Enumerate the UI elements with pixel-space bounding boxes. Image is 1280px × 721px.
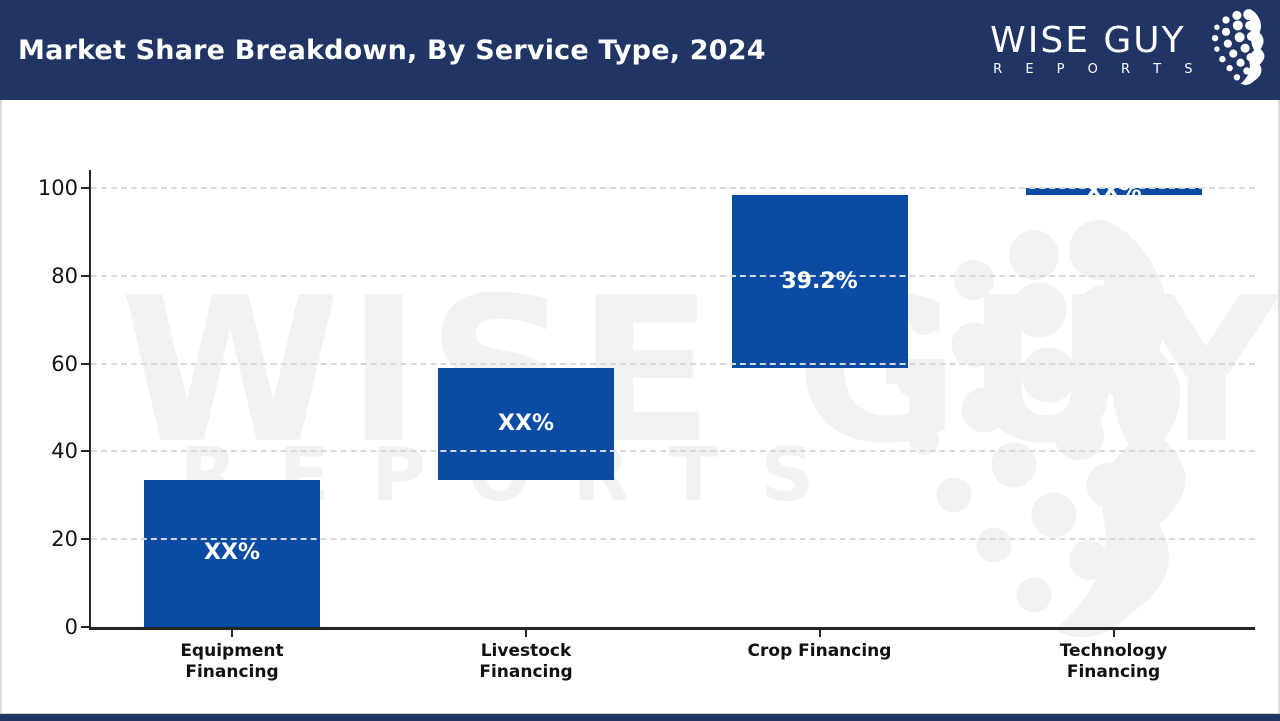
x-category-label-line: Financing bbox=[479, 662, 573, 682]
page-title: Market Share Breakdown, By Service Type,… bbox=[18, 34, 766, 66]
y-gridline bbox=[91, 538, 1255, 541]
logo-wordmark: WISE GUY bbox=[990, 20, 1186, 61]
y-tick-label: 0 bbox=[64, 615, 78, 639]
bar-value-label: XX% bbox=[498, 410, 554, 436]
x-category-label: Livestock Financing bbox=[416, 641, 636, 683]
logo-text: WISE GUY R E P O R T S bbox=[990, 20, 1202, 78]
y-tick-mark bbox=[81, 626, 89, 628]
x-tick-mark bbox=[1112, 630, 1115, 637]
y-gridline bbox=[91, 450, 1255, 453]
bar-crop-financing bbox=[731, 195, 908, 368]
watermark-head-profile-icon bbox=[896, 220, 1186, 638]
header: Market Share Breakdown, By Service Type,… bbox=[0, 0, 1280, 100]
x-category-label-line: Financing bbox=[185, 662, 279, 682]
bar-equipment-financing bbox=[144, 479, 320, 627]
x-category-label-line: Crop Financing bbox=[747, 641, 892, 661]
y-tick-label: 80 bbox=[51, 263, 78, 288]
y-gridline bbox=[91, 274, 1255, 277]
logo-head-profile-icon bbox=[1211, 9, 1265, 85]
bar-chart: 0 20 40 60 80 100 XX% XX% 39.2% XX% Equipment Finan… bbox=[2, 100, 1278, 713]
y-tick-label: 100 bbox=[37, 176, 78, 200]
x-category-label-line: Livestock bbox=[480, 641, 572, 661]
y-axis-line bbox=[89, 170, 91, 630]
y-tick-mark bbox=[81, 450, 89, 453]
wise-guy-logo: WISE GUY R E P O R T S bbox=[990, 8, 1280, 92]
y-tick-mark bbox=[81, 187, 89, 189]
x-tick-mark bbox=[231, 630, 233, 637]
logo-subtitle: R E P O R T S bbox=[993, 62, 1202, 77]
y-tick-mark bbox=[81, 274, 89, 277]
y-tick-mark bbox=[81, 362, 89, 365]
x-category-label-line: Technology bbox=[1059, 641, 1168, 661]
x-category-label-line: Equipment bbox=[180, 641, 284, 661]
bar-livestock-financing bbox=[438, 367, 614, 480]
y-gridline bbox=[91, 187, 1255, 189]
y-tick-label: 40 bbox=[51, 439, 78, 464]
bar-value-label: XX% bbox=[1085, 178, 1142, 204]
y-tick-label: 20 bbox=[51, 527, 78, 552]
x-axis-line bbox=[89, 627, 1255, 630]
x-category-label: Equipment Financing bbox=[122, 641, 342, 683]
x-category-label-line: Financing bbox=[1066, 662, 1161, 682]
bar-value-label: XX% bbox=[204, 540, 260, 566]
footer-bar bbox=[0, 713, 1280, 721]
bar-technology-financing bbox=[1025, 188, 1202, 196]
y-tick-label: 60 bbox=[51, 351, 78, 376]
y-tick-mark bbox=[81, 538, 89, 541]
y-gridline bbox=[91, 362, 1255, 365]
x-tick-mark bbox=[818, 630, 821, 637]
x-category-label: Technology Financing bbox=[1004, 641, 1224, 683]
x-category-label: Crop Financing bbox=[710, 641, 930, 662]
x-tick-mark bbox=[525, 630, 527, 637]
bar-value-label: 39.2% bbox=[781, 268, 858, 294]
